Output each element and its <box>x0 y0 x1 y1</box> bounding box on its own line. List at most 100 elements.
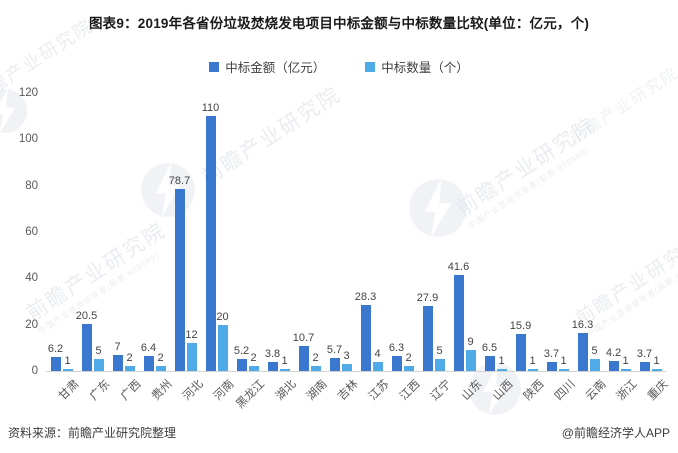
amount-value-label: 110 <box>201 102 220 115</box>
legend-label-count: 中标数量（个） <box>381 61 469 75</box>
count-bar: 1 <box>651 355 662 371</box>
bar-group: 6.3 2 江西 <box>387 93 422 402</box>
legend-item-amount: 中标金额（亿元） <box>209 57 325 76</box>
bar-group: 4.2 1 浙江 <box>604 93 639 403</box>
count-bar: 1 <box>279 355 290 371</box>
count-value-label: 12 <box>185 329 198 342</box>
count-bar: 20 <box>216 311 229 371</box>
x-axis-label: 山东 <box>459 378 485 403</box>
count-value-label: 2 <box>405 352 412 365</box>
amount-bar: 6.5 <box>482 342 497 371</box>
amount-value-label: 20.5 <box>75 309 98 322</box>
amount-value-label: 6.3 <box>388 342 405 355</box>
amount-value-label: 6.4 <box>140 342 157 355</box>
amount-bar: 10.7 <box>293 332 314 371</box>
count-value-label: 2 <box>157 352 164 365</box>
page-title: 图表9：2019年各省份垃圾焚烧发电项目中标金额与中标数量比较(单位：亿元，个) <box>88 16 590 31</box>
amount-value-label: 5.2 <box>233 345 250 357</box>
count-value-label: 5 <box>95 345 102 358</box>
amount-value-label: 15.9 <box>509 320 532 333</box>
x-axis-label: 黑龙江 <box>234 378 268 412</box>
bar-group: 3.7 1 四川 <box>542 93 577 402</box>
count-value-label: 1 <box>281 354 288 367</box>
bar-group: 6.5 1 山西 <box>480 93 515 403</box>
count-value-label: 4 <box>374 347 381 360</box>
x-axis-label: 湖北 <box>273 378 299 403</box>
x-axis-label: 重庆 <box>645 378 671 403</box>
bar-group: 5.7 3 吉林 <box>325 93 360 403</box>
count-value-label: 2 <box>312 352 319 365</box>
x-axis-label: 四川 <box>552 378 578 403</box>
count-value-label: 2 <box>250 352 257 365</box>
count-bar: 1 <box>527 355 538 371</box>
x-axis-label: 吉林 <box>335 378 361 403</box>
count-value-label: 2 <box>126 352 133 365</box>
bar-group: 15.9 1 陕西 <box>510 93 546 403</box>
count-value-label: 20 <box>216 310 229 323</box>
plot-area: 6.2 1 甘肃 20.5 5 广东 7 2 广西 6.4 2 贵州 78.7 12 河北 110 20 河南 5.… <box>46 93 670 411</box>
legend-swatch-amount <box>209 61 220 72</box>
amount-bar: 6.3 <box>389 342 404 371</box>
x-axis-label: 江苏 <box>366 378 392 403</box>
amount-bar: 20.5 <box>76 310 97 371</box>
x-axis-label: 云南 <box>583 378 609 403</box>
amount-bar: 110 <box>202 102 219 371</box>
amount-bar: 6.4 <box>141 342 156 371</box>
amount-value-label: 3.7 <box>636 348 653 361</box>
footer-credit: @前瞻经济学人APP <box>561 426 670 440</box>
amount-value-label: 41.6 <box>447 260 470 273</box>
amount-bar: 15.9 <box>510 320 531 371</box>
count-bar: 2 <box>248 352 259 371</box>
amount-value-label: 78.7 <box>168 174 191 187</box>
x-axis-label: 河北 <box>180 378 206 403</box>
amount-bar: 7 <box>112 341 123 371</box>
y-tick-label: 40 <box>25 272 38 285</box>
x-axis-label: 湖南 <box>304 378 330 403</box>
amount-bar: 6.2 <box>48 343 63 371</box>
count-bar: 5 <box>93 345 104 371</box>
amount-bar: 16.3 <box>572 319 593 371</box>
amount-value-label: 16.3 <box>571 319 594 332</box>
count-value-label: 3 <box>343 350 350 362</box>
count-bar: 1 <box>620 355 631 371</box>
x-axis-label: 贵州 <box>149 378 175 403</box>
amount-value-label: 7 <box>114 340 121 353</box>
x-axis-label: 甘肃 <box>56 378 82 403</box>
bar-group: 28.3 4 江苏 <box>355 93 391 402</box>
bar-group: 10.7 2 湖南 <box>293 93 329 403</box>
count-bar: 4 <box>372 348 383 371</box>
bar-group: 16.3 5 云南 <box>572 93 608 403</box>
x-axis-label: 广东 <box>87 378 113 403</box>
bar-group: 6.2 1 甘肃 <box>46 93 81 403</box>
bar-group: 3.7 1 重庆 <box>635 93 670 402</box>
legend-label-amount: 中标金额（亿元） <box>225 61 326 75</box>
amount-bar: 28.3 <box>355 291 376 371</box>
bar-group: 5.2 2 黑龙江 <box>232 93 267 411</box>
amount-bar: 78.7 <box>169 175 190 371</box>
count-value-label: 1 <box>622 354 629 367</box>
amount-bar: 27.9 <box>417 292 438 371</box>
x-axis-label: 江西 <box>397 378 423 403</box>
count-bar: 2 <box>310 352 321 371</box>
y-tick-label: 60 <box>25 226 38 238</box>
count-bar: 9 <box>465 336 476 371</box>
legend-swatch-count <box>365 61 376 72</box>
amount-bar: 3.7 <box>637 348 652 371</box>
bar-group: 41.6 9 山东 <box>447 93 484 403</box>
footer-source: 资料来源：前瞻产业研究院整理 <box>8 426 177 440</box>
amount-bar: 4.2 <box>606 347 621 371</box>
amount-value-label: 4.2 <box>605 347 622 360</box>
bar-group: 27.9 5 辽宁 <box>417 93 453 402</box>
count-bar: 2 <box>124 352 135 371</box>
x-axis-label: 广西 <box>118 378 144 403</box>
count-bar: 1 <box>496 355 507 371</box>
amount-value-label: 3.7 <box>543 348 560 361</box>
amount-value-label: 28.3 <box>354 291 377 304</box>
count-value-label: 1 <box>498 354 505 367</box>
count-value-label: 1 <box>64 354 71 367</box>
y-tick-label: 20 <box>25 318 38 331</box>
amount-bar: 5.7 <box>327 344 342 371</box>
amount-bar: 3.7 <box>544 348 559 371</box>
y-tick-label: 100 <box>18 133 38 146</box>
amount-value-label: 5.7 <box>326 343 343 356</box>
